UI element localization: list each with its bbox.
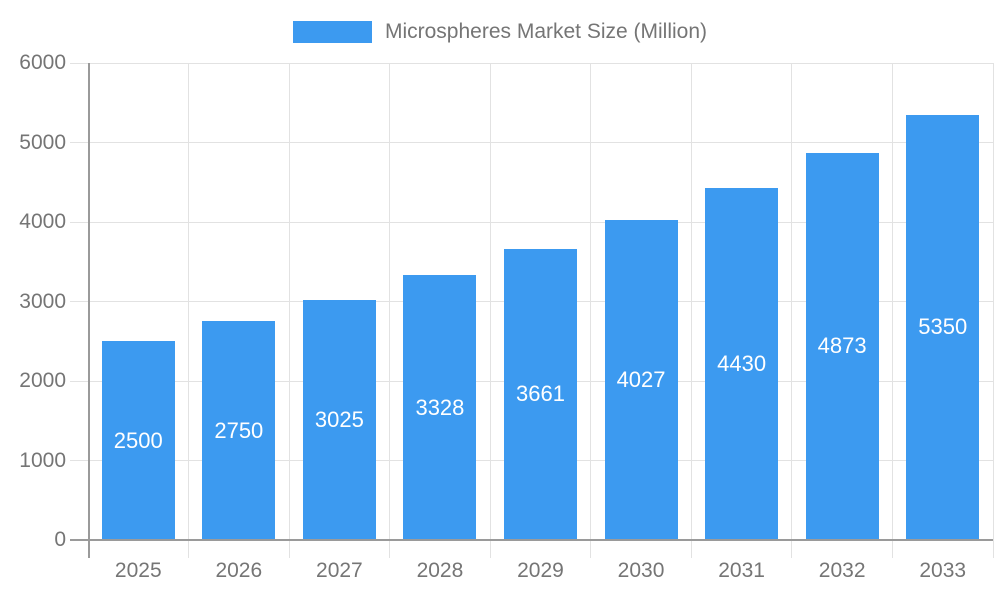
x-tick-label-2029: 2029 [517,559,564,582]
gridline-y-6000 [70,62,993,64]
gridline-y-4000 [70,221,993,223]
bar-value-label-2026: 2750 [214,417,264,443]
bar-value-label-2027: 3025 [314,406,364,432]
gridline-x-6 [690,63,692,558]
legend-label: Microspheres Market Size (Million) [384,20,708,43]
x-tick-label-2028: 2028 [416,559,464,582]
bar-2031: 4430 [705,187,779,540]
bar-value-label-2032: 4873 [817,333,867,359]
y-axis-labels: 0 1000 2000 3000 4000 5000 6000 [0,51,66,551]
x-tick-label-2032: 2032 [818,559,866,582]
gridline-x-7 [791,63,793,558]
bar-value-label-2029: 3661 [516,381,565,407]
y-tick-label-2000: 2000 [19,369,66,392]
bar-2033: 5350 [906,114,980,540]
y-tick-label-1000: 1000 [19,448,66,472]
legend-swatch [292,21,372,43]
bar-value-label-2025: 2500 [113,427,163,453]
x-axis-line [70,539,993,541]
bar-value-label-2033: 5350 [918,314,968,340]
x-tick-label-2027: 2027 [316,559,363,582]
y-axis-line [88,63,90,558]
legend: Microspheres Market Size (Million) [0,20,1000,44]
bar-value-label-2028: 3328 [415,394,465,420]
bar-2025: 2500 [101,341,175,540]
bar-value-label-2031: 4430 [717,350,767,376]
gridline-x-2 [288,63,290,558]
x-tick-label-2033: 2033 [919,559,967,582]
plot-area: 2500 2750 3025 3328 3661 4027 4430 4873 5350 [70,62,994,558]
gridline-x-9 [992,63,994,558]
gridline-x-1 [188,63,190,558]
y-tick-label-4000: 4000 [19,210,66,233]
gridline-y-5000 [70,142,993,143]
y-tick-label-0: 0 [54,528,66,551]
x-tick-label-2025: 2025 [114,559,162,582]
gridline-x-5 [590,63,592,558]
bar-2029: 3661 [504,248,577,540]
bar-2032: 4873 [805,152,879,540]
y-tick-label-5000: 5000 [19,130,66,154]
bar-2026: 2750 [202,321,276,540]
bar-value-label-2030: 4027 [616,366,666,392]
gridline-x-8 [891,63,893,558]
bar-2028: 3328 [403,275,477,540]
x-tick-label-2030: 2030 [617,559,665,582]
bar-2027: 3025 [302,299,376,540]
x-tick-label-2026: 2026 [215,559,263,582]
gridline-x-3 [389,63,391,558]
x-tick-label-2031: 2031 [718,559,765,582]
y-tick-label-6000: 6000 [19,51,66,74]
x-axis-labels: 2025 2026 2027 2028 2029 2030 2031 2032 2033 [88,557,993,587]
gridline-x-4 [489,63,491,558]
y-tick-label-3000: 3000 [19,289,66,313]
bar-2030: 4027 [604,219,678,540]
